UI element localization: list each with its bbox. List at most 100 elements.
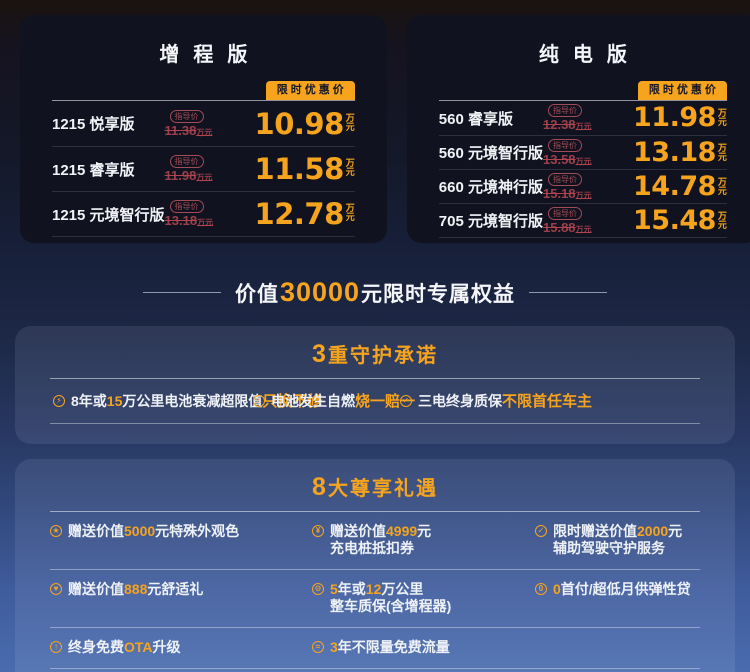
offer-price: 11.58 万元 <box>255 154 355 184</box>
offer-price-value: 14.78 <box>633 170 716 202</box>
guide-price-struck: 15.88万元 <box>543 219 592 235</box>
guide-price-block: 指导价 15.88万元 <box>543 206 633 235</box>
trim-row: 560 元境智行版 指导价 13.58万元 13.18 万元 <box>438 135 727 169</box>
guide-price-badge: 指导价 <box>548 206 582 220</box>
benefit-text: 赠送价值4999元 充电桩抵扣券 <box>330 523 432 556</box>
charging-pile-voucher-icon: ¥ <box>312 525 324 537</box>
offer-price-value: 15.48 <box>633 204 716 236</box>
trim-name: 560 睿享版 <box>438 110 513 128</box>
price-panel-title: 纯电版 <box>538 44 641 66</box>
battery-fire-compensation-icon: ♨ <box>253 395 265 407</box>
trim-row: 1215 悦享版 指导价 11.38万元 10.98 万元 <box>52 101 355 146</box>
price-panel: 纯电版 限时优惠价 560 睿享版 指导价 12.38万元 11.98 万元 5… <box>406 15 750 243</box>
ota-upgrade-icon: ↑ <box>50 641 62 653</box>
trim-row: 1215 元境智行版 指导价 13.18万元 12.78 万元 <box>52 191 355 236</box>
offer-price-value: 13.18 <box>633 136 716 168</box>
offer-price-value: 12.78 <box>254 197 345 231</box>
promises-panel: 3重守护承诺 ⚡ 8年或15万公里电池衰减超限值只换不修 ♨ 电池发生自燃烧一赔… <box>15 326 735 444</box>
benefit-text: 3年不限量免费流量 <box>330 639 450 655</box>
special-paint-color-icon: ★ <box>50 525 62 537</box>
benefit-row: ⚡ 8年或15万公里电池衰减超限值只换不修 ♨ 电池发生自燃烧一赔一 ✓ 三电终… <box>50 379 700 424</box>
benefit-sections: 3重守护承诺 ⚡ 8年或15万公里电池衰减超限值只换不修 ♨ 电池发生自燃烧一赔… <box>0 326 750 672</box>
limited-offer-badge: 限时优惠价 <box>265 81 355 100</box>
trim-row: 660 元境神行版 指导价 15.18万元 14.78 万元 <box>438 169 727 203</box>
guide-price-struck: 11.38万元 <box>164 122 213 138</box>
benefit-text: 0首付/超低月供弹性贷 <box>553 581 691 597</box>
comfort-gift-icon: ♥ <box>50 583 62 595</box>
trim-row: 1215 睿享版 指导价 11.98万元 11.58 万元 <box>52 146 355 191</box>
guide-price-struck: 12.38万元 <box>543 117 592 132</box>
free-data-icon: ≈ <box>312 641 324 653</box>
benefit-item: ⚙ 5年或12万公里 整车质保(含增程器) <box>312 581 535 615</box>
trim-name: 1215 悦享版 <box>52 116 135 133</box>
benefit-row: ♥ 赠送价值888元舒适礼 ⚙ 5年或12万公里 整车质保(含增程器) 0 0首付… <box>50 570 700 628</box>
guide-price-block: 指导价 11.98万元 <box>165 155 255 183</box>
benefit-text: 三电终身质保不限首任车主 <box>418 393 593 410</box>
offer-price-unit: 万元 <box>717 176 727 196</box>
offer-price-unit: 万元 <box>717 142 727 162</box>
guide-price-struck: 13.58万元 <box>543 151 592 167</box>
privileges-panel: 8大尊享礼遇 ★ 赠送价值5000元特殊外观色 ¥ 赠送价值4999元 充电桩抵扣… <box>15 459 735 672</box>
benefit-panel-title: 3重守护承诺 <box>50 326 700 379</box>
price-panel: 增程版 限时优惠价 1215 悦享版 指导价 11.38万元 10.98 万元 … <box>20 15 387 243</box>
guide-price-badge: 指导价 <box>169 109 204 123</box>
battery-replace-warranty-icon: ⚡ <box>53 395 65 407</box>
offer-price-value: 11.58 <box>254 152 345 186</box>
benefits-title-suffix: 元限时专属权益 <box>361 282 516 306</box>
benefit-text: 限时赠送价值2000元 辅助驾驶守护服务 <box>553 523 683 556</box>
benefit-text: 8年或15万公里电池衰减超限值只换不修 <box>71 393 323 410</box>
offer-price: 15.48 万元 <box>633 204 727 236</box>
guide-price-struck: 11.98万元 <box>164 168 213 183</box>
guide-price-badge: 指导价 <box>548 138 582 152</box>
trim-name: 1215 睿享版 <box>52 161 135 179</box>
assisted-driving-guard-icon: ✓ <box>535 525 547 537</box>
limited-offer-badge: 限时优惠价 <box>637 81 727 100</box>
offer-price: 10.98 万元 <box>255 109 355 139</box>
guide-price-block: 指导价 13.58万元 <box>543 138 633 167</box>
benefit-item: ★ 赠送价值5000元特殊外观色 <box>50 523 312 557</box>
offer-price-value: 11.98 <box>633 102 716 133</box>
offer-price-unit: 万元 <box>717 210 727 230</box>
guide-price-struck: 13.18万元 <box>164 213 214 228</box>
trim-row: 560 睿享版 指导价 12.38万元 11.98 万元 <box>439 101 727 135</box>
benefit-item: ♥ 赠送价值888元舒适礼 <box>50 581 312 615</box>
guide-price-badge: 指导价 <box>548 104 582 117</box>
pricing-panels: 增程版 限时优惠价 1215 悦享版 指导价 11.38万元 10.98 万元 … <box>0 0 750 243</box>
price-panel-header: 限时优惠价 <box>438 80 727 101</box>
offer-price-unit: 万元 <box>345 112 355 132</box>
benefit-item: ♨ 电池发生自燃烧一赔一 <box>253 393 415 410</box>
offer-price: 11.98 万元 <box>633 104 727 132</box>
benefit-item: 0 0首付/超低月供弹性贷 <box>535 581 700 615</box>
guide-price-badge: 指导价 <box>169 155 204 168</box>
guide-price-block: 指导价 15.18万元 <box>543 172 633 201</box>
benefit-row: ↑ 终身免费OTA升级 ≈ 3年不限量免费流量 <box>50 628 700 669</box>
benefit-item: ≈ 3年不限量免费流量 <box>312 639 535 656</box>
vehicle-warranty-icon: ⚙ <box>312 583 324 595</box>
trim-name: 660 元境神行版 <box>438 179 543 196</box>
guide-price-struck: 15.18万元 <box>543 185 592 201</box>
benefits-title-text: 价值30000元限时专属权益 <box>235 277 515 308</box>
benefit-text: 赠送价值888元舒适礼 <box>68 581 204 597</box>
offer-price: 12.78 万元 <box>255 199 355 229</box>
trim-name: 560 元境智行版 <box>438 145 543 162</box>
benefit-item: ↑ 终身免费OTA升级 <box>50 639 312 656</box>
benefit-item: ✓ 三电终身质保不限首任车主 <box>400 393 700 410</box>
trim-rows: 560 睿享版 指导价 12.38万元 11.98 万元 560 元境智行版 指… <box>438 101 727 238</box>
benefit-item: ⚡ 8年或15万公里电池衰减超限值只换不修 <box>53 393 322 410</box>
trim-row: 705 元境智行版 指导价 15.88万元 15.48 万元 <box>438 203 727 237</box>
benefits-title-highlight: 30000 <box>279 276 361 307</box>
guide-price-badge: 指导价 <box>548 172 582 186</box>
offer-price-value: 10.98 <box>254 106 345 141</box>
guide-price-badge: 指导价 <box>169 200 204 213</box>
offer-price: 14.78 万元 <box>633 170 727 202</box>
benefit-text: 终身免费OTA升级 <box>68 639 181 655</box>
trim-name: 1215 元境智行版 <box>52 206 165 224</box>
three-electric-lifetime-warranty-icon: ✓ <box>400 395 412 407</box>
benefit-text: 电池发生自燃烧一赔一 <box>271 393 416 410</box>
price-panel-title: 增程版 <box>159 44 262 66</box>
offer-price-unit: 万元 <box>717 108 727 127</box>
benefits-section-title: 价值30000元限时专属权益 <box>0 276 750 308</box>
title-dash-left <box>142 291 221 293</box>
offer-price: 13.18 万元 <box>633 136 727 168</box>
